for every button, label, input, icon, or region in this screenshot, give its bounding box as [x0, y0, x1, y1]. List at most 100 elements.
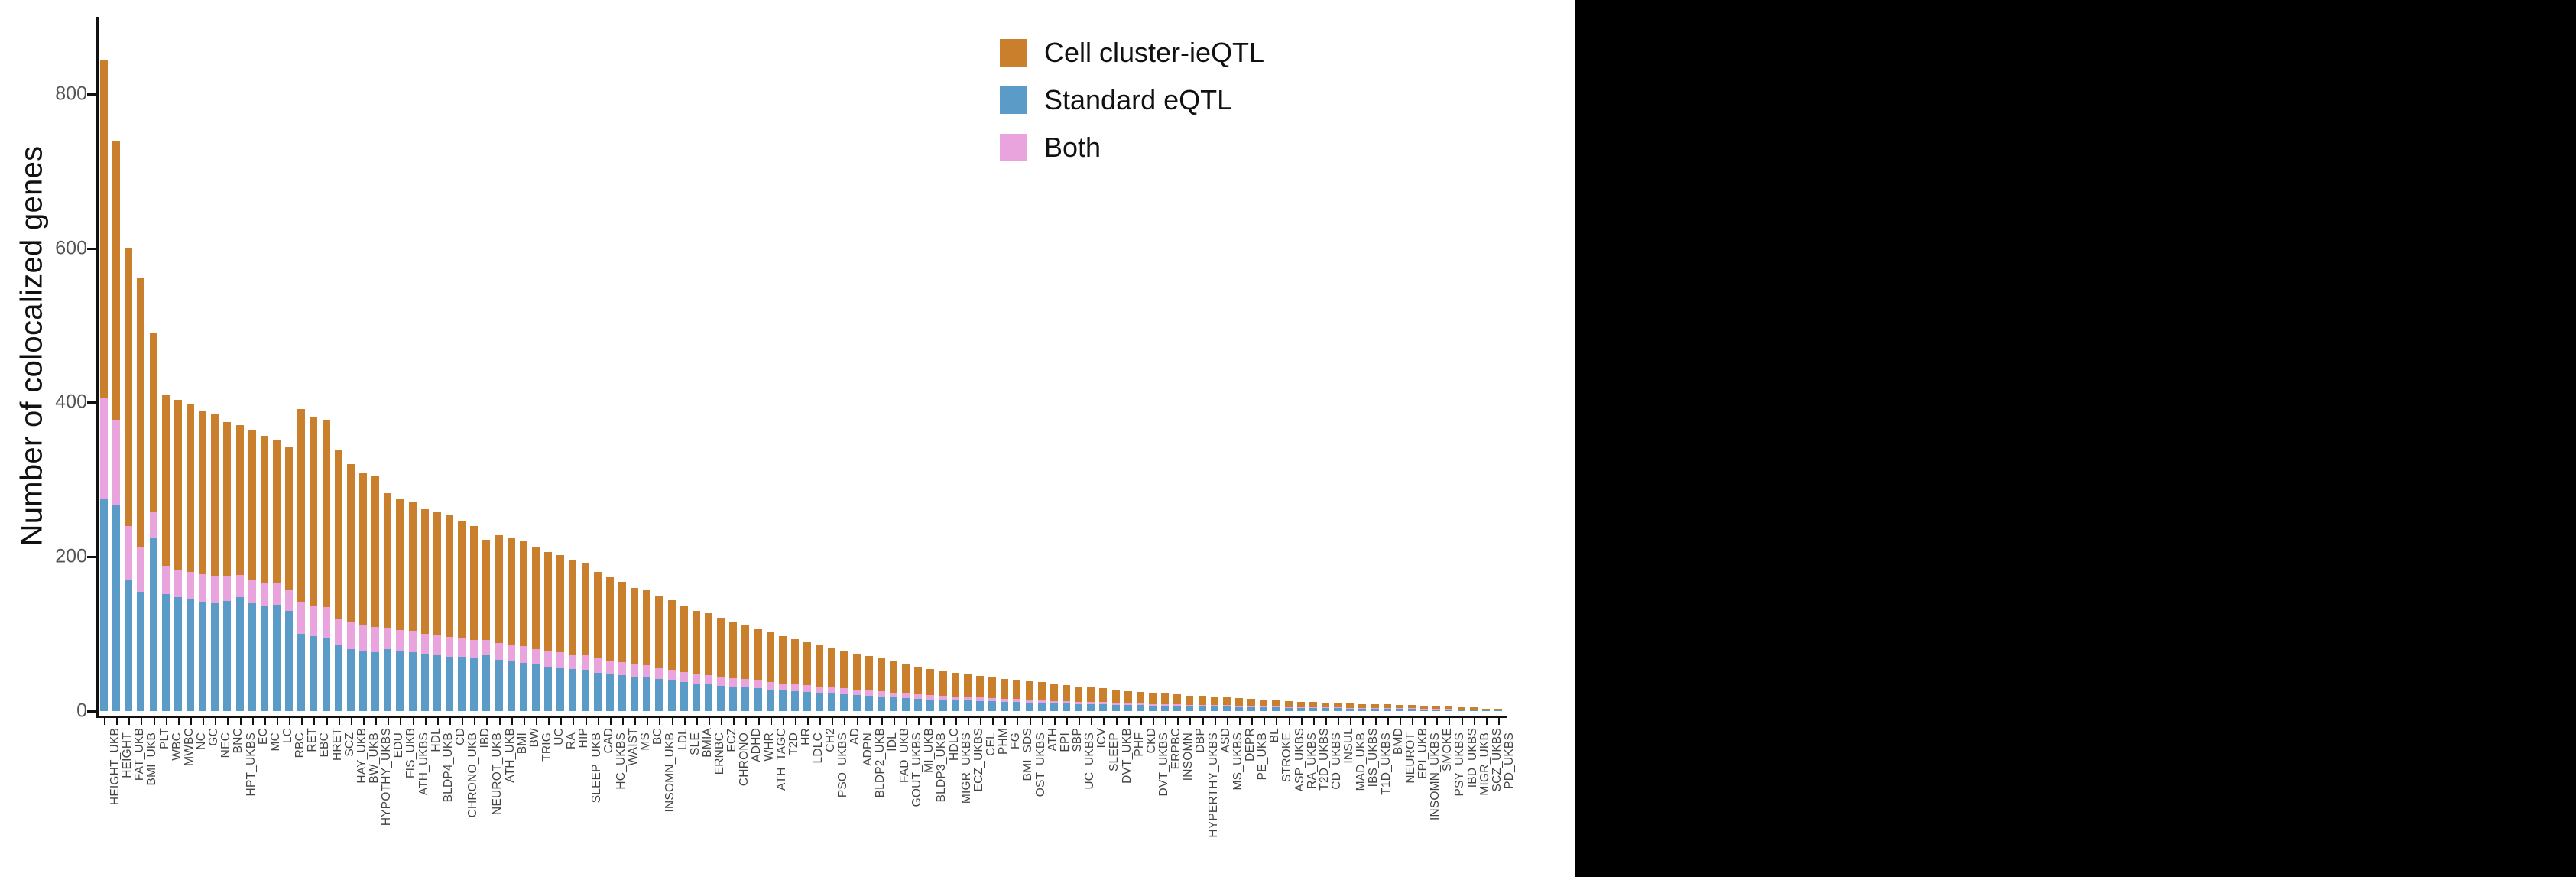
bar-stack[interactable] — [1136, 17, 1144, 711]
bar-stack[interactable] — [914, 17, 923, 711]
bar-stack[interactable] — [384, 17, 392, 711]
bar-stack[interactable] — [754, 17, 762, 711]
bar-stack[interactable] — [433, 17, 441, 711]
bar-stack[interactable] — [359, 17, 367, 711]
bar-stack[interactable] — [445, 17, 453, 711]
bar-stack[interactable] — [667, 17, 676, 711]
bar-stack[interactable] — [717, 17, 725, 711]
bar-stack[interactable] — [593, 17, 602, 711]
bar-stack[interactable] — [1321, 17, 1329, 711]
bar-stack[interactable] — [1481, 17, 1490, 711]
bar-stack[interactable] — [828, 17, 836, 711]
bar-stack[interactable] — [310, 17, 318, 711]
bar-stack[interactable] — [556, 17, 565, 711]
bar-stack[interactable] — [865, 17, 873, 711]
bar-stack[interactable] — [1457, 17, 1465, 711]
bar-stack[interactable] — [285, 17, 294, 711]
bar-stack[interactable] — [951, 17, 959, 711]
bar-stack[interactable] — [1037, 17, 1046, 711]
bar-stack[interactable] — [655, 17, 663, 711]
bar-stack[interactable] — [1395, 17, 1403, 711]
bar-stack[interactable] — [840, 17, 848, 711]
bar-stack[interactable] — [1234, 17, 1243, 711]
bar-stack[interactable] — [643, 17, 651, 711]
bar-stack[interactable] — [334, 17, 342, 711]
bar-stack[interactable] — [1186, 17, 1194, 711]
bar-stack[interactable] — [519, 17, 527, 711]
bar-stack[interactable] — [790, 17, 799, 711]
bar-stack[interactable] — [507, 17, 515, 711]
bar-stack[interactable] — [581, 17, 589, 711]
bar-stack[interactable] — [902, 17, 910, 711]
bar-stack[interactable] — [766, 17, 774, 711]
bar-stack[interactable] — [1371, 17, 1379, 711]
bar-stack[interactable] — [346, 17, 355, 711]
bar-stack[interactable] — [680, 17, 688, 711]
bar-stack[interactable] — [248, 17, 256, 711]
bar-stack[interactable] — [1309, 17, 1317, 711]
bar-stack[interactable] — [1050, 17, 1058, 711]
bar-stack[interactable] — [1087, 17, 1095, 711]
bar-stack[interactable] — [816, 17, 824, 711]
bar-stack[interactable] — [223, 17, 232, 711]
bar-stack[interactable] — [273, 17, 281, 711]
bar-stack[interactable] — [149, 17, 157, 711]
bar-stack[interactable] — [211, 17, 219, 711]
bar-stack[interactable] — [1358, 17, 1367, 711]
bar-stack[interactable] — [1432, 17, 1441, 711]
bar-stack[interactable] — [778, 17, 787, 711]
bar-stack[interactable] — [1013, 17, 1021, 711]
bar-stack[interactable] — [1383, 17, 1391, 711]
bar-stack[interactable] — [174, 17, 182, 711]
bar-stack[interactable] — [235, 17, 244, 711]
bar-stack[interactable] — [704, 17, 712, 711]
bar-stack[interactable] — [1124, 17, 1132, 711]
bar-stack[interactable] — [1001, 17, 1009, 711]
bar-stack[interactable] — [187, 17, 195, 711]
bar-stack[interactable] — [1161, 17, 1170, 711]
bar-stack[interactable] — [729, 17, 738, 711]
bar-stack[interactable] — [137, 17, 145, 711]
bar-stack[interactable] — [926, 17, 935, 711]
bar-stack[interactable] — [1272, 17, 1280, 711]
bar-stack[interactable] — [939, 17, 947, 711]
bar-stack[interactable] — [371, 17, 380, 711]
bar-stack[interactable] — [1296, 17, 1305, 711]
bar-stack[interactable] — [618, 17, 626, 711]
bar-stack[interactable] — [1210, 17, 1218, 711]
bar-stack[interactable] — [495, 17, 503, 711]
bar-stack[interactable] — [100, 17, 109, 711]
bar-stack[interactable] — [1099, 17, 1108, 711]
bar-stack[interactable] — [1198, 17, 1206, 711]
bar-stack[interactable] — [1173, 17, 1182, 711]
bar-stack[interactable] — [297, 17, 306, 711]
bar-stack[interactable] — [1063, 17, 1070, 711]
bar-stack[interactable] — [408, 17, 417, 711]
bar-stack[interactable] — [396, 17, 404, 711]
bar-stack[interactable] — [1346, 17, 1355, 711]
bar-stack[interactable] — [890, 17, 898, 711]
bar-stack[interactable] — [803, 17, 812, 711]
bar-stack[interactable] — [988, 17, 997, 711]
bar-stack[interactable] — [1260, 17, 1268, 711]
bar-stack[interactable] — [1247, 17, 1256, 711]
bar-stack[interactable] — [420, 17, 429, 711]
bar-stack[interactable] — [877, 17, 885, 711]
bar-stack[interactable] — [458, 17, 466, 711]
bar-stack[interactable] — [1407, 17, 1416, 711]
bar-stack[interactable] — [1469, 17, 1478, 711]
bar-stack[interactable] — [482, 17, 491, 711]
bar-stack[interactable] — [631, 17, 639, 711]
bar-stack[interactable] — [852, 17, 861, 711]
bar-stack[interactable] — [692, 17, 700, 711]
bar-stack[interactable] — [963, 17, 972, 711]
bar-stack[interactable] — [199, 17, 207, 711]
bar-stack[interactable] — [544, 17, 553, 711]
bar-stack[interactable] — [1284, 17, 1293, 711]
bar-stack[interactable] — [470, 17, 479, 711]
bar-stack[interactable] — [569, 17, 577, 711]
bar-stack[interactable] — [1148, 17, 1157, 711]
bar-stack[interactable] — [322, 17, 330, 711]
bar-stack[interactable] — [1494, 17, 1502, 711]
bar-stack[interactable] — [1222, 17, 1231, 711]
